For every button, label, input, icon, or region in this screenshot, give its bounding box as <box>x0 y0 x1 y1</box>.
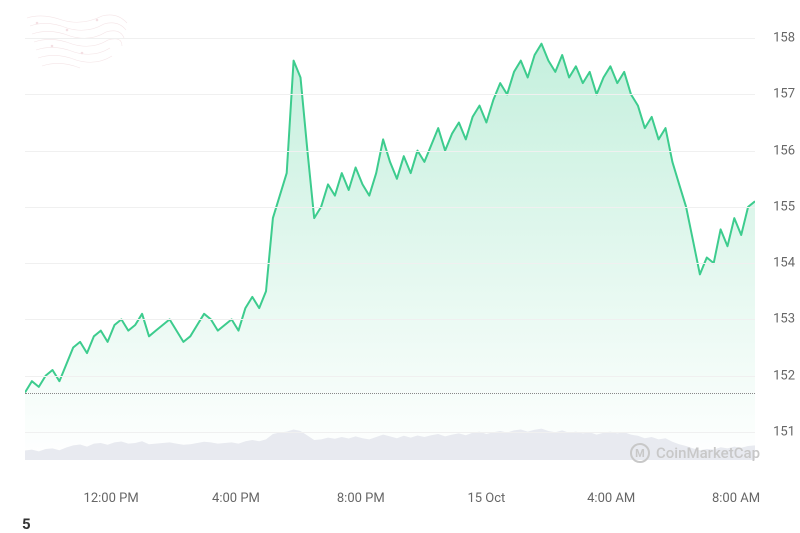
grid-line <box>25 319 755 320</box>
x-tick-label: 4:00 PM <box>212 491 260 506</box>
bottom-left-number: 5 <box>22 515 31 533</box>
y-tick-label: 158 <box>773 31 795 46</box>
y-tick-label: 153 <box>773 312 795 327</box>
watermark-icon: M <box>630 443 650 463</box>
y-axis-labels: 151 152 153 154 155 156 157 158 <box>755 10 795 460</box>
x-tick-label: 4:00 AM <box>587 491 635 506</box>
price-area <box>25 44 755 460</box>
x-tick-label: 8:00 AM <box>712 491 760 506</box>
y-tick-label: 152 <box>773 368 795 383</box>
y-tick-label: 154 <box>773 256 795 271</box>
grid-line <box>25 376 755 377</box>
y-tick-label: 155 <box>773 199 795 214</box>
x-tick-label: 15 Oct <box>467 491 505 506</box>
price-chart[interactable] <box>25 10 755 460</box>
watermark-text: CoinMarketCap <box>656 444 760 462</box>
grid-line <box>25 207 755 208</box>
x-tick-label: 8:00 PM <box>337 491 385 506</box>
grid-line <box>25 38 755 39</box>
grid-line <box>25 94 755 95</box>
watermark: M CoinMarketCap <box>630 443 760 463</box>
reference-line <box>25 393 755 394</box>
y-tick-label: 157 <box>773 87 795 102</box>
y-tick-label: 151 <box>773 424 795 439</box>
grid-line <box>25 432 755 433</box>
grid-line <box>25 263 755 264</box>
x-tick-label: 12:00 PM <box>84 491 139 506</box>
y-tick-label: 156 <box>773 143 795 158</box>
x-axis-labels: 12:00 PM4:00 PM8:00 PM15 Oct4:00 AM8:00 … <box>25 491 755 511</box>
grid-line <box>25 151 755 152</box>
